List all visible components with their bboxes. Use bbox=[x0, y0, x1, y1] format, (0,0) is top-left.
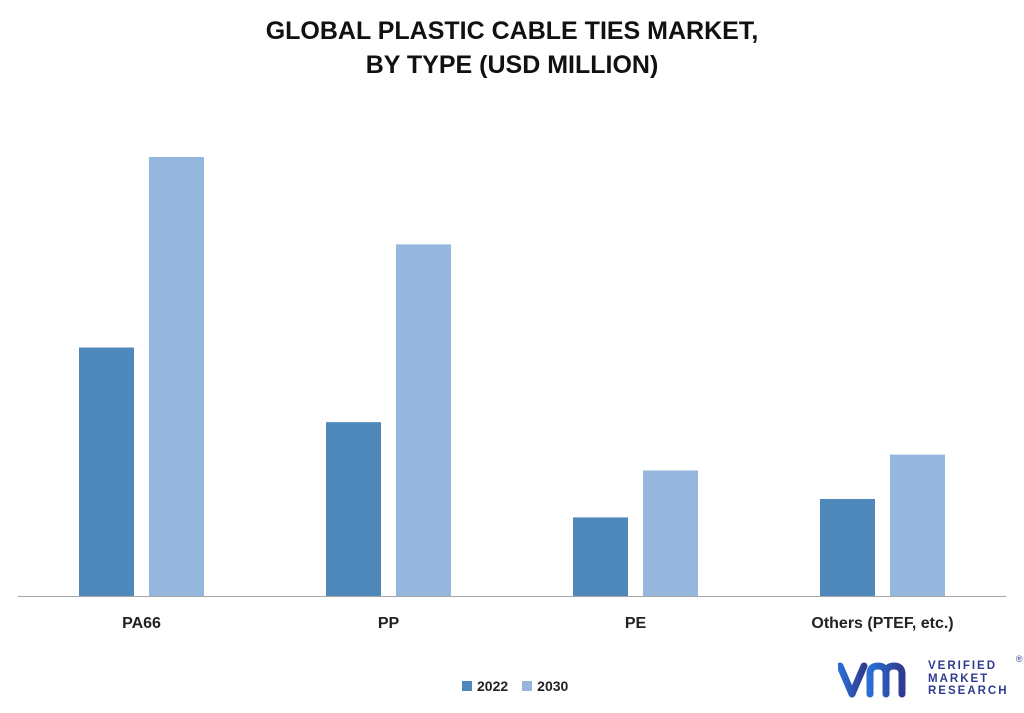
logo-word-verified: VERIFIED bbox=[928, 660, 998, 673]
bar-pp-2030 bbox=[396, 244, 451, 596]
bar-pe-2022 bbox=[573, 517, 628, 596]
bar-others-ptef-etc-2022 bbox=[820, 498, 875, 596]
legend-item-2022: 2022 bbox=[462, 678, 508, 694]
vmr-logo: VERIFIED MARKET RESEARCH ® bbox=[838, 654, 1023, 700]
registered-mark: ® bbox=[1015, 654, 1023, 664]
bar-pe-2030 bbox=[643, 470, 698, 596]
legend-swatch-2022 bbox=[462, 681, 472, 691]
chart-title-line-2: BY TYPE (USD MILLION) bbox=[365, 51, 659, 79]
vm-logo-mark-icon bbox=[838, 662, 906, 698]
legend-label-2030: 2030 bbox=[537, 678, 569, 694]
x-tick-label: PP bbox=[378, 615, 400, 632]
bar-pa66-2030 bbox=[149, 157, 204, 596]
x-tick-label: PE bbox=[625, 615, 647, 632]
bar-pa66-2022 bbox=[79, 347, 134, 596]
x-tick-label: Others (PTEF, etc.) bbox=[811, 615, 953, 632]
logo-wordmark: VERIFIED MARKET RESEARCH bbox=[928, 660, 1009, 698]
legend: 2022 2030 bbox=[462, 678, 568, 694]
chart-title-line-1: GLOBAL PLASTIC CABLE TIES MARKET, bbox=[265, 17, 759, 45]
logo-word-market: MARKET bbox=[928, 672, 990, 685]
legend-item-2030: 2030 bbox=[522, 678, 568, 694]
chart-title: GLOBAL PLASTIC CABLE TIES MARKET, BY TYP… bbox=[0, 14, 1024, 82]
logo-word-research: RESEARCH bbox=[928, 685, 1009, 698]
bar-others-ptef-etc-2030 bbox=[890, 454, 945, 596]
legend-label-2022: 2022 bbox=[477, 678, 509, 694]
bar-pp-2022 bbox=[326, 422, 381, 596]
x-tick-label: PA66 bbox=[122, 615, 161, 632]
legend-swatch-2030 bbox=[522, 681, 533, 691]
